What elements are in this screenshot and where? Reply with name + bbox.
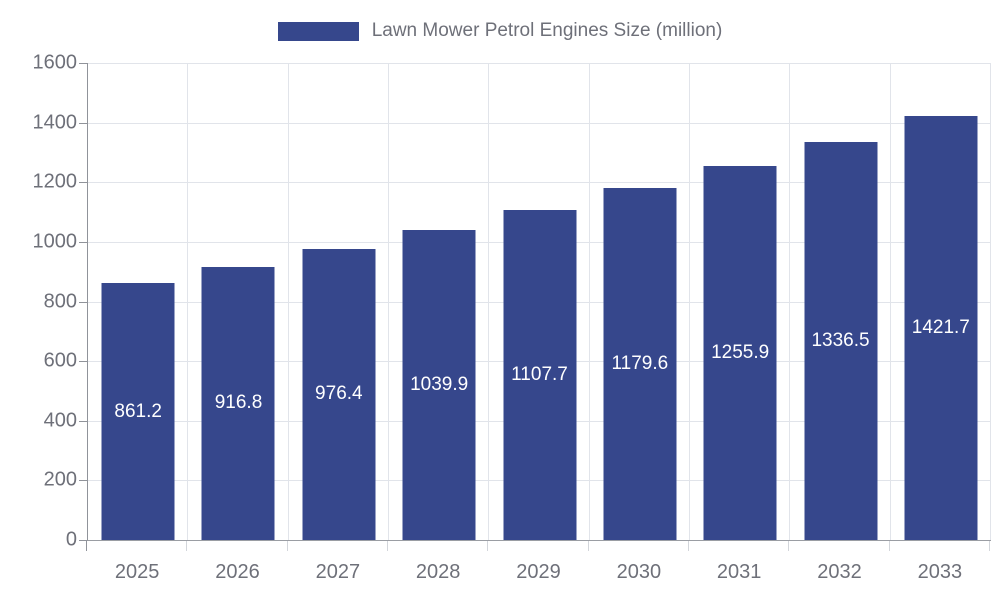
y-tick-label: 600 [43,349,77,372]
y-tick [79,122,87,124]
y-tick-label: 800 [43,290,77,312]
bar-2031: 1255.9 [703,165,777,540]
x-tick [687,541,689,551]
x-tick-label: 2025 [114,561,160,583]
bar-value-label: 861.2 [114,400,162,422]
bar-value-label: 1107.7 [511,363,568,385]
bar-value-label: 1336.5 [811,329,870,351]
bar-2030: 1179.6 [603,188,677,540]
v-gridline [688,63,690,540]
bar-value-label: 1255.9 [711,341,770,363]
h-gridline [88,63,991,64]
y-tick [79,241,87,243]
bar-2025: 861.2 [101,283,175,540]
x-axis-ticks [87,541,990,551]
bar-2028: 1039.9 [402,229,476,540]
x-tick [386,541,388,551]
bar-value-label: 1039.9 [410,373,469,395]
y-axis-ticks [79,63,87,541]
x-tick-label: 2026 [215,561,260,583]
bar-2032: 1336.5 [804,141,877,540]
x-tick-label: 2030 [616,561,662,583]
y-tick [79,540,87,541]
x-axis-labels: 2025 2026 2027 2028 2029 2030 2031 2032 2033 [87,561,990,591]
y-tick-label: 1400 [32,111,78,134]
x-tick-label: 2028 [415,561,461,583]
y-tick [79,182,87,184]
x-tick [587,541,589,551]
h-gridline [88,182,991,184]
y-tick-label: 1600 [32,51,78,74]
h-gridline [88,122,991,124]
bar-2027: 976.4 [302,248,376,540]
x-tick-label: 2031 [716,561,762,583]
x-tick-label: 2033 [917,561,963,583]
x-tick-label: 2029 [516,561,561,583]
x-tick [989,541,990,551]
bar-value-label: 976.4 [315,383,363,405]
y-axis-labels: 0 200 400 600 800 1000 1200 1400 1600 [0,52,78,551]
bar-value-label: 916.8 [214,392,263,414]
v-gridline [889,63,891,540]
bar-2026: 916.8 [201,266,275,540]
v-gridline [187,63,189,540]
y-tick-label: 1200 [32,170,78,193]
legend-label: Lawn Mower Petrol Engines Size (million) [371,20,723,41]
y-tick-label: 200 [43,468,77,491]
x-tick-label: 2032 [817,561,862,583]
chart-legend[interactable]: Lawn Mower Petrol Engines Size (million) [0,16,1000,46]
y-tick [79,420,87,422]
bar-value-label: 1421.7 [911,317,970,339]
y-tick-label: 0 [65,528,77,551]
bar-2029: 1107.7 [503,209,576,540]
v-gridline [588,63,590,540]
x-tick-label: 2027 [315,561,361,583]
x-tick [788,541,790,551]
plot-area: 861.2 916.8 976.4 1039.9 1107.7 1179.6 1255.9 1… [87,63,991,541]
x-tick [186,541,188,551]
v-gridline [789,63,791,540]
v-gridline [990,63,991,540]
v-gridline [287,63,289,540]
y-tick-label: 400 [43,409,77,432]
v-gridline [488,63,490,540]
bar-2033: 1421.7 [904,116,978,540]
y-tick [79,301,87,303]
x-tick [888,541,890,551]
y-tick-label: 1000 [32,230,78,253]
y-tick [79,480,87,482]
x-tick [487,541,489,551]
x-tick [286,541,288,551]
y-tick [79,63,87,64]
v-gridline [387,63,389,540]
legend-swatch [277,21,359,41]
y-axis-line-extension [86,540,87,551]
bar-value-label: 1179.6 [611,353,669,375]
y-tick [79,361,87,363]
